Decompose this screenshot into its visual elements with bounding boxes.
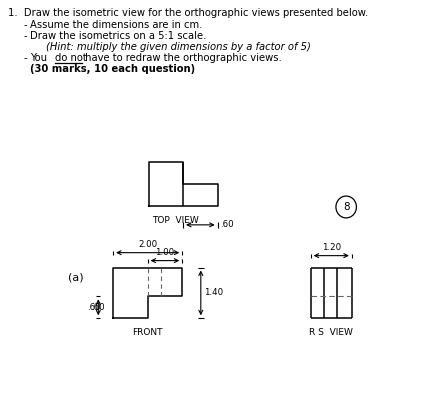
Polygon shape [113, 267, 182, 318]
Text: .60: .60 [87, 303, 101, 312]
Text: You: You [30, 53, 50, 63]
Text: (30 marks, 10 each question): (30 marks, 10 each question) [30, 64, 195, 74]
Text: 1.  Draw the isometric view for the orthographic views presented below.: 1. Draw the isometric view for the ortho… [8, 8, 368, 18]
Text: R S  VIEW: R S VIEW [309, 328, 353, 337]
Text: 1.00: 1.00 [156, 247, 174, 257]
Text: do not: do not [55, 53, 86, 63]
Text: (Hint: multiply the given dimensions by a factor of 5): (Hint: multiply the given dimensions by … [46, 42, 311, 52]
Text: .60: .60 [91, 303, 105, 312]
Polygon shape [149, 162, 218, 206]
Text: Draw the isometrics on a 5:1 scale.: Draw the isometrics on a 5:1 scale. [30, 31, 207, 41]
Text: 2.00: 2.00 [138, 240, 157, 249]
Text: (a): (a) [68, 273, 84, 282]
Text: Assume the dimensions are in cm.: Assume the dimensions are in cm. [30, 20, 203, 30]
Text: TOP  VIEW: TOP VIEW [152, 216, 199, 225]
Text: -: - [24, 20, 28, 30]
Text: .60: .60 [220, 220, 234, 230]
Text: 8: 8 [343, 202, 350, 212]
Text: -: - [24, 53, 28, 63]
Text: 1.40: 1.40 [204, 288, 223, 297]
Text: FRONT: FRONT [132, 328, 163, 337]
Text: -: - [24, 31, 28, 41]
Text: 1.20: 1.20 [322, 243, 341, 252]
Text: have to redraw the orthographic views.: have to redraw the orthographic views. [83, 53, 282, 63]
